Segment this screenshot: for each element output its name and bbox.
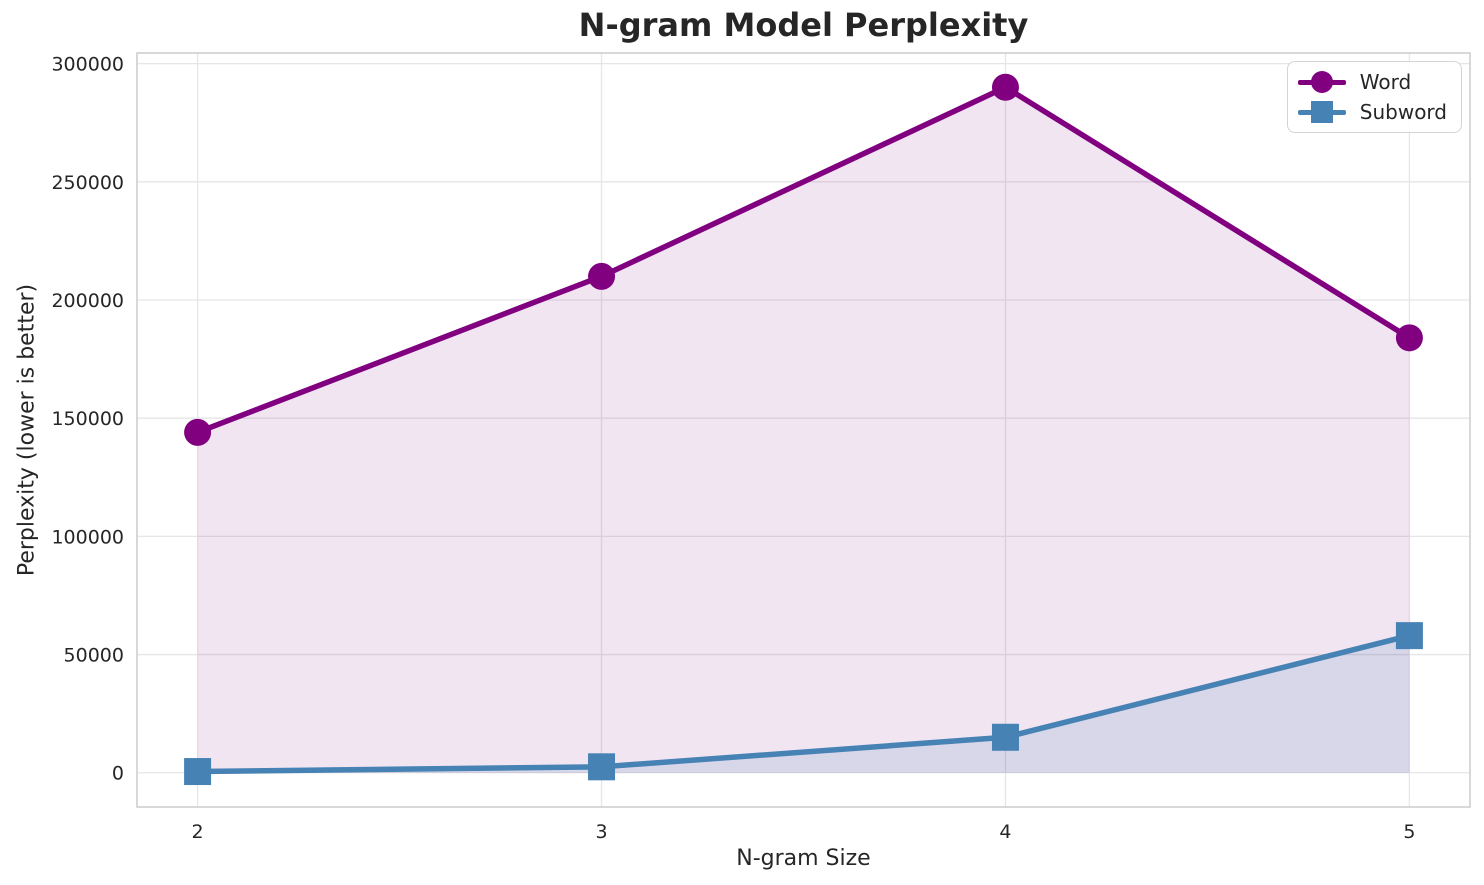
- x-tick-label: 3: [595, 821, 607, 843]
- y-tick-label: 0: [112, 763, 124, 785]
- word-area-fill: [197, 87, 1410, 773]
- subword-square-marker-icon: [1297, 100, 1346, 124]
- legend-label-word: Word: [1359, 70, 1412, 94]
- word-marker-point: [991, 73, 1019, 101]
- subword-marker-point: [991, 723, 1019, 751]
- subword-area-fill: [197, 635, 1410, 773]
- x-tick-label: 4: [999, 821, 1011, 843]
- y-tick-label: 50000: [64, 645, 124, 667]
- legend-item-subword: Subword: [1297, 100, 1447, 124]
- legend: Word Subword: [1286, 61, 1462, 133]
- chart-title: N-gram Model Perplexity: [578, 6, 1029, 44]
- word-series-line: [194, 84, 1413, 436]
- y-tick-label: 250000: [51, 172, 124, 194]
- word-marker-point: [184, 418, 212, 446]
- y-tick-label: 300000: [51, 54, 124, 76]
- y-tick-label: 150000: [51, 408, 124, 430]
- x-axis-label: N-gram Size: [736, 846, 871, 871]
- axes-spines: [136, 52, 1471, 808]
- word-circle-marker-icon: [1297, 70, 1346, 94]
- x-tick-label: 5: [1403, 821, 1415, 843]
- legend-item-word: Word: [1297, 70, 1447, 94]
- y-tick-label: 100000: [51, 526, 124, 548]
- subword-marker-point: [184, 758, 212, 786]
- subword-marker-point: [588, 753, 616, 781]
- legend-label-subword: Subword: [1359, 100, 1447, 124]
- subword-marker-point: [1395, 622, 1423, 650]
- word-marker-point: [588, 262, 616, 290]
- x-tick-label: 2: [192, 821, 204, 843]
- subword-series-line: [194, 632, 1413, 775]
- word-marker-point: [1395, 324, 1423, 352]
- y-tick-label: 200000: [51, 290, 124, 312]
- y-axis-label: Perplexity (lower is better): [14, 283, 40, 577]
